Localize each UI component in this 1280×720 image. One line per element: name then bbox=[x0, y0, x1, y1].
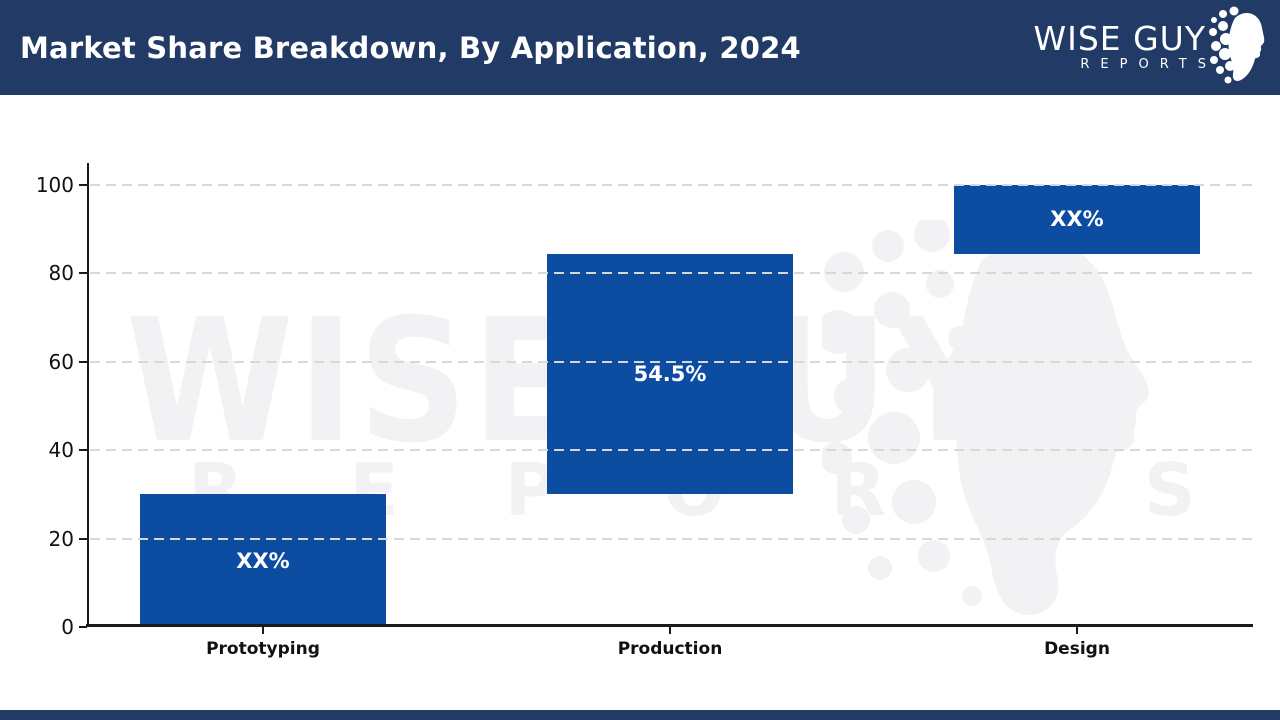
brand-logo: WISE GUY REPORTS bbox=[1033, 6, 1266, 90]
y-tick-label-100: 100 bbox=[35, 173, 74, 197]
bar-production: 54.5% bbox=[547, 253, 793, 495]
brand-logo-text: WISE GUY REPORTS bbox=[1033, 22, 1206, 72]
page-title: Market Share Breakdown, By Application, … bbox=[20, 30, 801, 65]
x-axis-line bbox=[86, 624, 1253, 627]
x-tick-design bbox=[1076, 627, 1078, 634]
brand-head-icon bbox=[1209, 6, 1265, 83]
x-tick-prototyping bbox=[262, 627, 264, 634]
gridline-60 bbox=[90, 360, 1253, 363]
y-tick-80 bbox=[79, 272, 87, 275]
header-bar: Market Share Breakdown, By Application, … bbox=[0, 0, 1280, 95]
y-tick-40 bbox=[79, 449, 87, 452]
x-tick-label-production: Production bbox=[617, 639, 723, 659]
gridline-100 bbox=[90, 184, 1253, 186]
y-tick-60 bbox=[79, 360, 87, 363]
x-tick-label-prototyping: Prototyping bbox=[206, 639, 320, 659]
x-tick-production bbox=[669, 627, 671, 634]
gridline-20 bbox=[90, 537, 1253, 540]
y-tick-label-20: 20 bbox=[48, 526, 74, 551]
y-tick-label-60: 60 bbox=[48, 349, 74, 374]
y-tick-label-0: 0 bbox=[61, 615, 74, 639]
y-tick-20 bbox=[79, 537, 87, 540]
watermark-head-icon bbox=[822, 220, 1149, 616]
bar-value-label-design: XX% bbox=[1050, 207, 1104, 232]
brand-subtitle: REPORTS bbox=[1080, 57, 1217, 73]
footer-bar bbox=[0, 710, 1280, 720]
gridline-40 bbox=[90, 449, 1253, 452]
x-tick-label-design: Design bbox=[1044, 639, 1110, 659]
y-tick-0 bbox=[79, 626, 87, 628]
bar-prototyping: XX% bbox=[140, 494, 386, 627]
y-tick-label-40: 40 bbox=[48, 438, 74, 463]
y-axis-line bbox=[87, 163, 89, 627]
bar-value-label-prototyping: XX% bbox=[236, 548, 290, 573]
gridline-80 bbox=[90, 272, 1253, 275]
y-tick-100 bbox=[79, 184, 87, 186]
brand-name: WISE GUY bbox=[1033, 19, 1206, 59]
y-tick-label-80: 80 bbox=[48, 261, 74, 286]
bar-value-label-production: 54.5% bbox=[633, 361, 707, 386]
bar-design: XX% bbox=[954, 185, 1200, 254]
